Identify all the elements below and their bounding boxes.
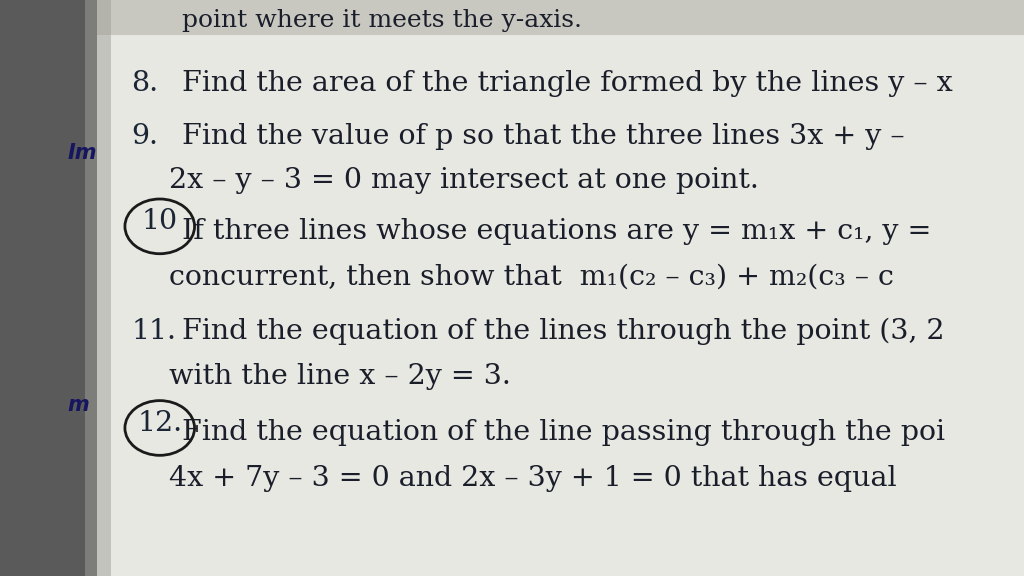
Text: 11.: 11. xyxy=(131,318,176,345)
Bar xyxy=(85,0,111,576)
Text: m: m xyxy=(68,395,89,415)
Text: 10: 10 xyxy=(141,209,178,235)
Text: If three lines whose equations are y = m₁x + c₁, y =: If three lines whose equations are y = m… xyxy=(182,218,932,245)
Text: Im: Im xyxy=(68,143,97,162)
Bar xyxy=(97,0,1024,35)
Text: Find the value of p so that the three lines 3x + y –: Find the value of p so that the three li… xyxy=(182,123,905,150)
Text: with the line x – 2y = 3.: with the line x – 2y = 3. xyxy=(169,363,511,390)
Bar xyxy=(0,0,97,576)
Text: 8.: 8. xyxy=(131,70,158,97)
Text: 2x – y – 3 = 0 may intersect at one point.: 2x – y – 3 = 0 may intersect at one poin… xyxy=(169,167,759,194)
Text: concurrent, then show that  m₁(c₂ – c₃) + m₂(c₃ – c: concurrent, then show that m₁(c₂ – c₃) +… xyxy=(169,263,894,290)
Text: point where it meets the y-axis.: point where it meets the y-axis. xyxy=(182,9,583,32)
Text: Find the equation of the lines through the point (3, 2: Find the equation of the lines through t… xyxy=(182,318,945,345)
Text: Find the area of the triangle formed by the lines y – x: Find the area of the triangle formed by … xyxy=(182,70,953,97)
Text: Find the equation of the line passing through the poi: Find the equation of the line passing th… xyxy=(182,419,945,446)
Text: 4x + 7y – 3 = 0 and 2x – 3y + 1 = 0 that has equal: 4x + 7y – 3 = 0 and 2x – 3y + 1 = 0 that… xyxy=(169,465,897,492)
Text: 9.: 9. xyxy=(131,123,158,150)
Text: 12.: 12. xyxy=(137,410,182,437)
